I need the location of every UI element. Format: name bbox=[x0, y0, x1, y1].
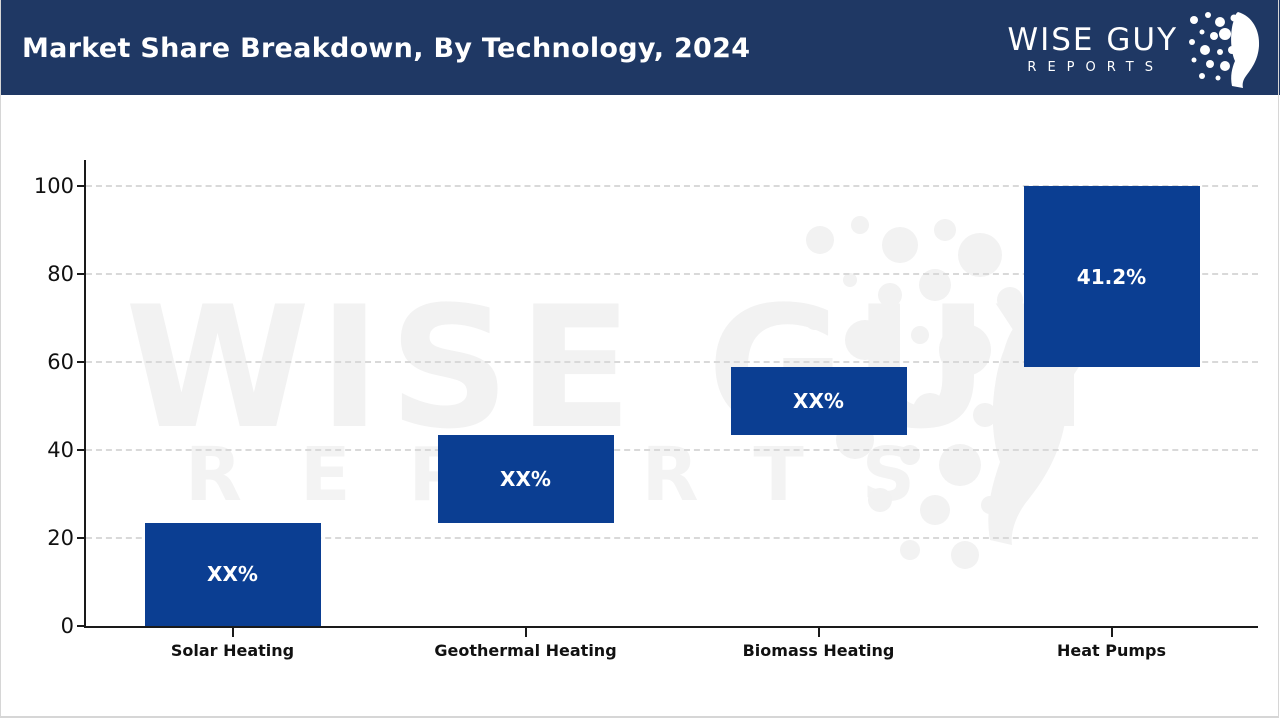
brand-logo: WISE GUY REPORTS bbox=[1007, 8, 1266, 88]
chart-title: Market Share Breakdown, By Technology, 2… bbox=[22, 33, 751, 64]
x-axis-tick bbox=[1110, 628, 1113, 637]
gridline bbox=[86, 273, 1258, 275]
brand-logo-text: WISE GUY REPORTS bbox=[1007, 22, 1178, 75]
brand-face-icon bbox=[1189, 12, 1260, 88]
x-axis-tick bbox=[231, 628, 234, 637]
x-category-label: Geothermal Heating bbox=[434, 641, 617, 660]
gridline bbox=[86, 449, 1258, 451]
brand-name: WISE GUY bbox=[1007, 21, 1178, 58]
y-tick-label: 40 bbox=[47, 438, 74, 462]
x-axis-line bbox=[84, 626, 1258, 628]
y-tick-label: 100 bbox=[33, 174, 74, 198]
gridline bbox=[86, 185, 1258, 187]
x-axis-tick bbox=[524, 628, 527, 637]
brand-subtitle: REPORTS bbox=[1027, 59, 1165, 75]
bar-value-label: XX% bbox=[207, 562, 258, 587]
y-tick-label: 20 bbox=[47, 526, 74, 550]
y-axis-tick bbox=[77, 449, 86, 451]
y-axis-tick bbox=[77, 537, 86, 539]
bar-geothermal-heating bbox=[437, 434, 614, 523]
y-tick-label: 80 bbox=[47, 262, 74, 286]
y-axis-tick bbox=[77, 185, 86, 187]
y-axis-tick bbox=[77, 361, 86, 363]
bar-value-label: XX% bbox=[793, 388, 844, 413]
y-tick-label: 60 bbox=[47, 350, 74, 374]
bar-value-label: XX% bbox=[500, 466, 551, 491]
gridline bbox=[86, 361, 1258, 363]
x-axis-tick bbox=[817, 628, 820, 637]
x-category-label: Solar Heating bbox=[170, 641, 295, 660]
x-category-label: Heat Pumps bbox=[1056, 641, 1167, 660]
gridline bbox=[86, 537, 1258, 539]
header: Market Share Breakdown, By Technology, 2… bbox=[0, 0, 1280, 95]
y-axis-tick bbox=[77, 625, 86, 627]
y-tick-label: 0 bbox=[60, 614, 74, 638]
bar-solar-heating bbox=[144, 522, 321, 626]
y-axis-line bbox=[84, 160, 86, 628]
x-category-label: Biomass Heating bbox=[742, 641, 895, 660]
bar-value-label: 41.2% bbox=[1076, 264, 1147, 289]
y-axis-tick bbox=[77, 273, 86, 275]
